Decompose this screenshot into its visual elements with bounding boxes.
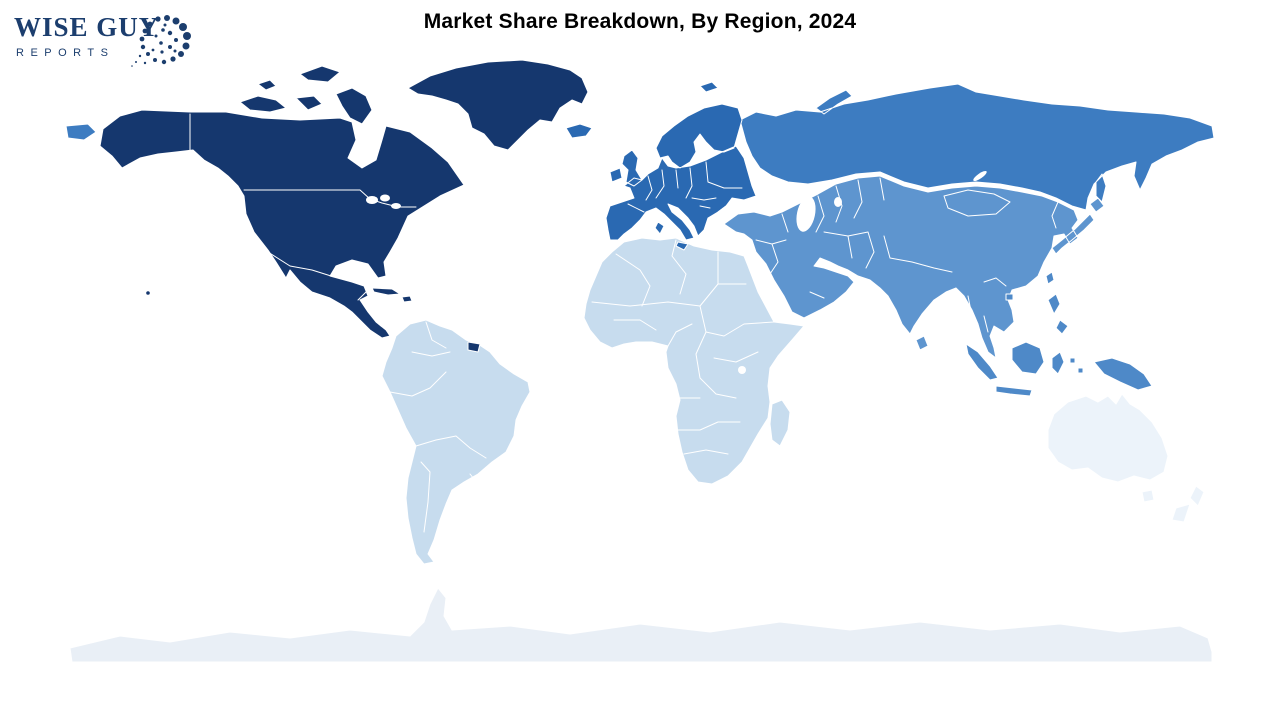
russia-landmass <box>65 83 1215 211</box>
borders-africa <box>591 239 775 455</box>
south-america-landmass <box>381 319 531 565</box>
region-africa <box>583 237 805 485</box>
africa-landmass <box>583 237 805 485</box>
page-title: Market Share Breakdown, By Region, 2024 <box>423 10 857 33</box>
north-america-landmass <box>99 109 465 339</box>
water-overlays <box>366 170 987 374</box>
dotted-head-icon <box>131 15 191 67</box>
borders-asia <box>755 177 1059 333</box>
asia-landmass <box>723 175 1105 359</box>
north-america-islands <box>239 65 481 353</box>
country-borders <box>189 113 1059 533</box>
wise-guy-reports-logo: WISE GUY REPORTS <box>14 12 191 67</box>
caspian-sea <box>796 196 816 232</box>
black-sea <box>735 199 765 211</box>
borders-europe <box>627 161 743 213</box>
lake-baikal <box>973 170 987 182</box>
great-lake <box>380 194 390 202</box>
region-north-america <box>99 59 589 353</box>
logo-wordmark: WISE GUY <box>14 12 159 42</box>
region-south-america <box>381 319 531 565</box>
logo-subtitle: REPORTS <box>16 47 114 59</box>
region-oceania <box>1047 393 1205 523</box>
region-russia <box>65 83 1215 211</box>
lake-victoria <box>738 366 746 374</box>
region-antarctica <box>69 587 1213 663</box>
borders-north-america <box>189 113 417 327</box>
borders-south-america <box>389 321 487 533</box>
australia-landmass <box>1047 393 1205 523</box>
hawaii-island <box>145 290 151 296</box>
greenland-landmass <box>407 59 589 151</box>
region-asia <box>723 175 1105 359</box>
southeast-asia-islands <box>965 271 1153 397</box>
region-southeast-asia <box>965 271 1153 397</box>
antarctica-landmass <box>69 587 1213 663</box>
